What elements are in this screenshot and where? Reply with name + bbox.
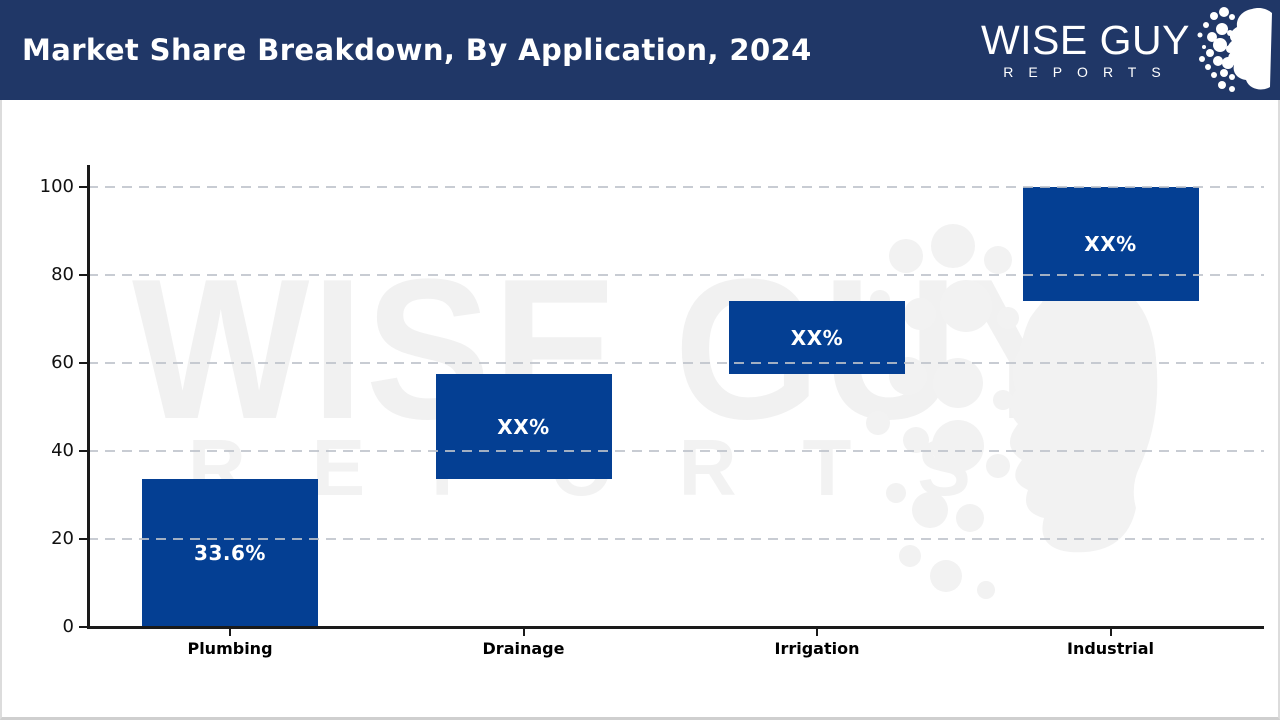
logo-reports-label: REPORTS	[1003, 64, 1176, 80]
logo-face-icon	[1197, 7, 1272, 92]
logo-wordmark-block: WISE GUY REPORTS	[980, 17, 1190, 81]
page-title: Market Share Breakdown, By Application, …	[22, 33, 812, 67]
watermark-head-icon	[866, 224, 1158, 599]
header-bar: Market Share Breakdown, By Application, …	[0, 0, 1280, 100]
logo-wordmark: WISE GUY	[980, 17, 1190, 63]
wise-guy-logo: WISE GUY REPORTS	[981, 4, 1274, 96]
